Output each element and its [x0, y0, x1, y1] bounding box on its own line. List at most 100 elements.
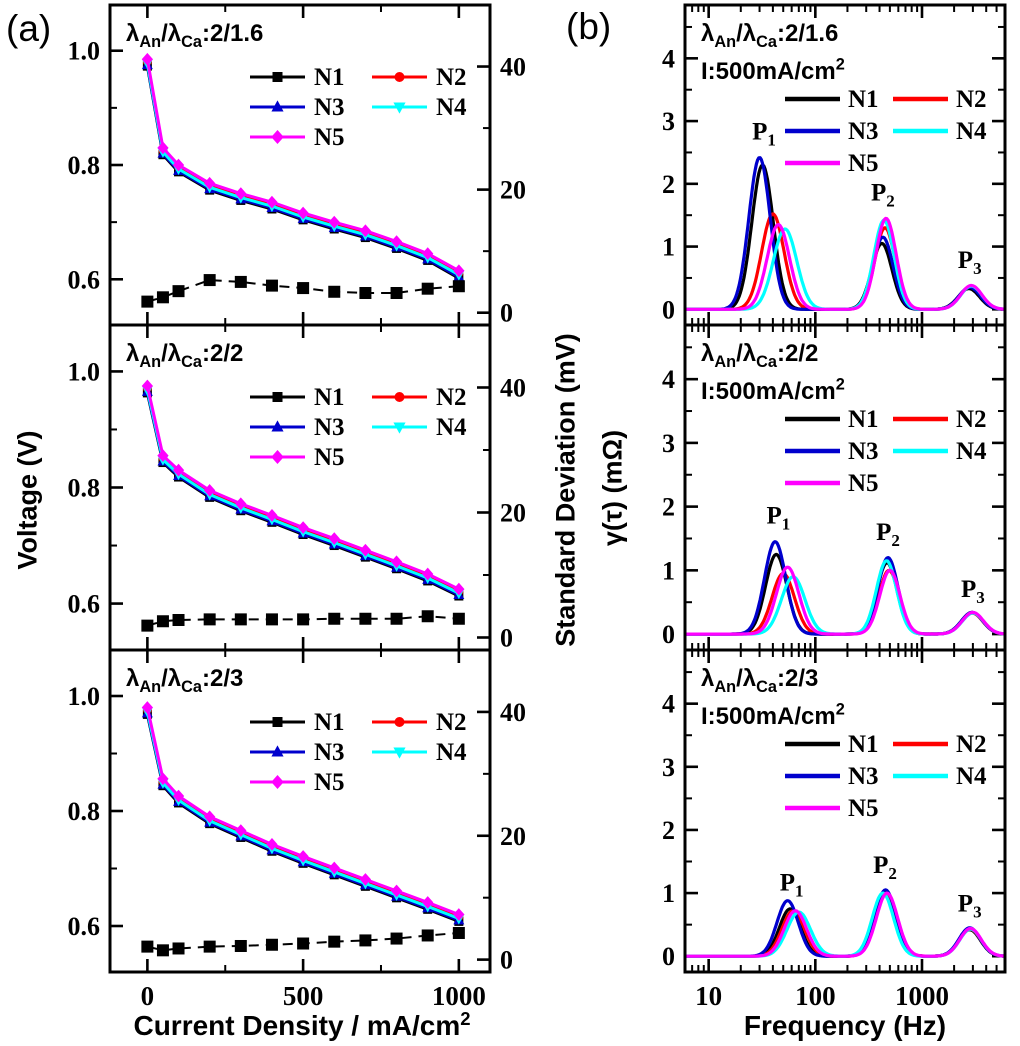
y-tick-label: 1.0 [68, 37, 101, 66]
square-marker [156, 944, 169, 957]
legend-label-N4: N4 [956, 438, 987, 465]
square-marker [203, 940, 216, 953]
square-marker [390, 932, 403, 945]
diamond-marker [172, 158, 185, 172]
legend-label-N4: N4 [436, 94, 467, 121]
x-tick-label: 1000 [895, 981, 949, 1011]
y-tick-label: 3 [662, 107, 675, 136]
y2-tick-label: 40 [500, 53, 526, 82]
legend-label-N3: N3 [848, 438, 879, 465]
diamond-marker [157, 772, 169, 786]
square-marker [421, 929, 434, 942]
diamond-marker [328, 215, 340, 229]
square-marker [265, 279, 278, 292]
panel-subtitle: I:500mA/cm2 [701, 375, 845, 405]
diamond-marker [453, 582, 465, 596]
diamond-marker [390, 235, 403, 248]
legend-label-N4: N4 [956, 763, 987, 790]
panel-a2: 0.6 0.8 1.0 0 20 40 λAn/λCa:2/2 N1 N2 N3 N4 N5 [68, 323, 526, 653]
legend-label-N2: N2 [436, 64, 467, 91]
panel-subtitle: I:500mA/cm2 [701, 700, 845, 730]
legend-label-N1: N1 [848, 406, 879, 433]
panel-a-label: (a) [6, 8, 52, 49]
peak-label: P3 [958, 247, 982, 278]
square-marker [328, 285, 341, 298]
circle-marker [394, 72, 405, 82]
legend: N1 N2 N3 N4 N5 [250, 384, 467, 471]
panel-title: λAn/λCa:2/2 [126, 340, 243, 371]
diamond-marker [172, 463, 185, 477]
diamond-marker [172, 789, 185, 803]
diamond-marker [266, 509, 278, 522]
diamond-marker [359, 224, 372, 238]
legend-label-N5: N5 [314, 769, 345, 796]
diamond-marker [359, 873, 372, 886]
diamond-marker [328, 861, 340, 875]
series-group [141, 52, 465, 308]
diamond-marker [204, 484, 216, 497]
y2-tick-label: 0 [500, 624, 513, 653]
diamond-marker [157, 141, 169, 155]
diamond-marker [271, 129, 284, 145]
legend-label-N3: N3 [314, 414, 345, 441]
x-tick-label: 100 [795, 981, 836, 1011]
legend-label-N5: N5 [314, 444, 345, 471]
legend-label-N5: N5 [314, 124, 345, 151]
square-marker [297, 282, 310, 295]
square-marker [359, 934, 372, 947]
panel-title: λAn/λCa:2/3 [126, 665, 243, 696]
square-marker [272, 72, 283, 82]
y-tick-label: 2 [662, 493, 675, 522]
series-line-N3 [145, 64, 460, 279]
legend-label-N5: N5 [848, 150, 879, 177]
legend-label-N2: N2 [956, 406, 987, 433]
panel-b3: 0 1 2 3 4 10 100 1000 λAn/λCa:2/3 I:500mA/cm2 P1 P2… [662, 648, 1007, 1011]
diamond-marker [422, 247, 434, 260]
current-density-axis-title: Current Density / mA/cm2 [133, 1007, 471, 1042]
peak-label: P2 [871, 179, 895, 210]
legend-label-N3: N3 [848, 118, 879, 145]
square-marker [452, 280, 465, 293]
y-tick-label: 0 [662, 295, 675, 324]
square-marker [421, 282, 434, 295]
series-curve-N5 [684, 565, 1006, 636]
y-tick-label: 0.6 [68, 590, 101, 619]
diamond-marker [297, 850, 309, 863]
circle-marker [394, 392, 405, 402]
panel-border [108, 323, 492, 652]
square-marker [141, 619, 154, 632]
panel-border [108, 3, 492, 327]
square-marker [452, 612, 465, 625]
legend-label-N3: N3 [314, 94, 345, 121]
legend: N1 N2 N3 N4 N5 [785, 86, 987, 177]
diamond-marker [141, 52, 154, 66]
legend-label-N3: N3 [314, 739, 345, 766]
legend-label-N5: N5 [848, 470, 879, 497]
x-tick-label: 500 [283, 981, 324, 1011]
std-deviation-axis-title: Standard Deviation (mV) [550, 333, 581, 647]
x-tick-label: 10 [695, 981, 722, 1011]
y-tick-label: 4 [662, 44, 675, 73]
legend-label-N4: N4 [436, 739, 467, 766]
triangle-up-marker [271, 420, 284, 432]
y-tick-label: 0.6 [68, 912, 101, 941]
square-marker [452, 926, 465, 939]
legend-label-N1: N1 [314, 709, 345, 736]
y-tick-label: 0 [662, 942, 675, 971]
panel-border [683, 3, 1007, 327]
panel-a1: 0.6 0.8 1.0 0 20 40 λAn/λCa:2/1.6 N1 N2 N3 N4 N5 [68, 3, 526, 328]
square-marker [172, 285, 185, 298]
series-group [141, 379, 465, 632]
series-curve-N1 [684, 163, 1006, 311]
panel-border [108, 648, 492, 974]
square-marker [421, 610, 434, 623]
square-marker [328, 935, 341, 948]
square-marker [172, 614, 185, 626]
diamond-marker [297, 521, 309, 534]
square-marker [359, 287, 372, 299]
y-tick-label: 3 [662, 429, 675, 458]
diamond-marker [235, 824, 247, 837]
